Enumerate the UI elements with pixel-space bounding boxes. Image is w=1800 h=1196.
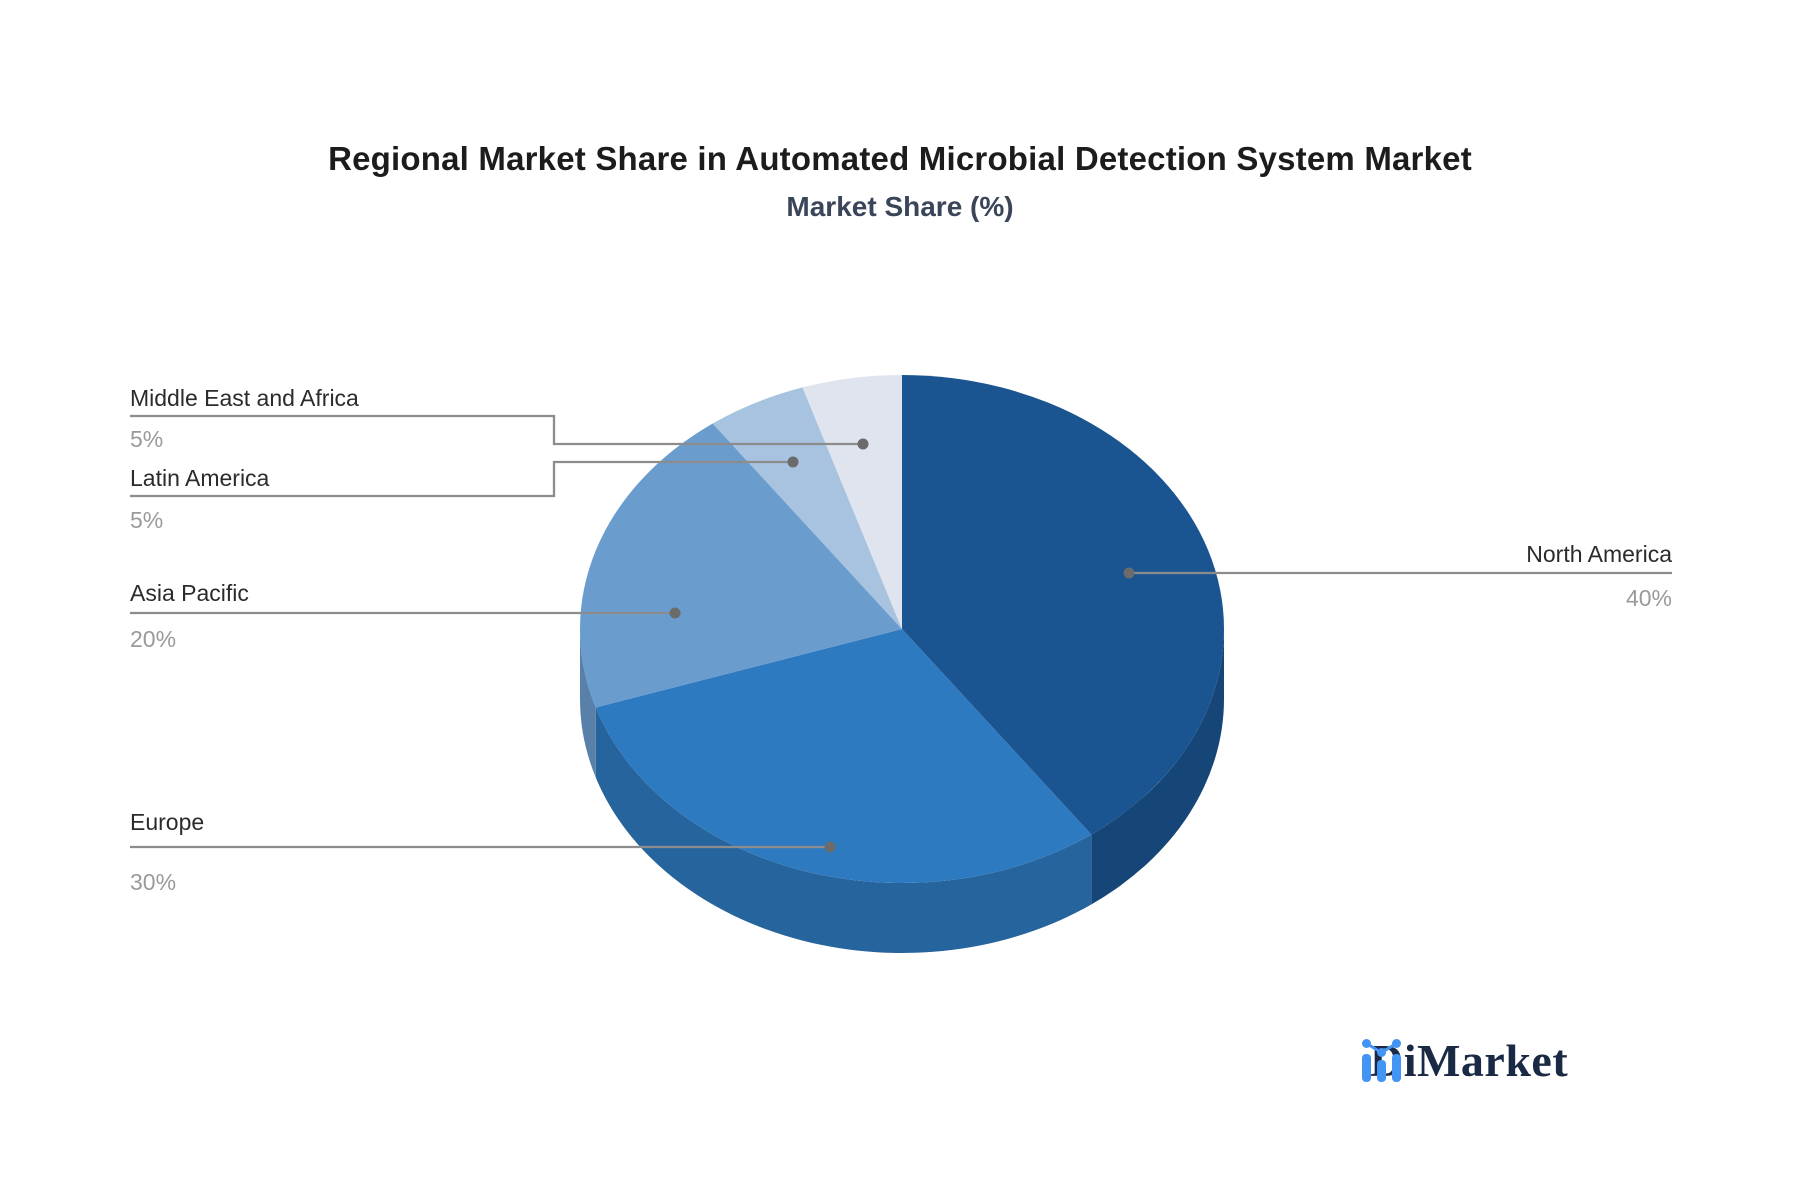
callout-latin-america: Latin America 5% [130, 456, 799, 533]
slice-label: Middle East and Africa [130, 385, 359, 411]
logo-bar [1377, 1060, 1386, 1082]
slice-percent: 5% [130, 426, 163, 452]
bar-line-chart-icon [1362, 1039, 1401, 1082]
slice-label: Europe [130, 809, 204, 835]
callout-middle-east-africa: Middle East and Africa 5% [130, 385, 869, 452]
callout-asia-pacific: Asia Pacific 20% [130, 580, 681, 652]
pie-wall-1 [595, 707, 1092, 954]
callout-dot [857, 438, 869, 450]
callout-north-america: North America 40% [1123, 541, 1672, 611]
pie-wall-2 [580, 629, 596, 778]
slice-percent: 20% [130, 626, 176, 652]
slice-label: North America [1526, 541, 1672, 567]
pie-wall-0 [1091, 629, 1224, 905]
pie-slice-europe [595, 629, 1092, 884]
slice-percent: 5% [130, 507, 163, 533]
callout-dot [824, 841, 836, 853]
logo-line [1365, 1042, 1398, 1055]
callout-dot [669, 607, 681, 619]
pie-slice-asia-pacific [579, 423, 902, 708]
pie-slices [579, 375, 1225, 884]
chart-title: Regional Market Share in Automated Micro… [328, 140, 1472, 177]
callout-line [130, 460, 793, 498]
chart-subtitle: Market Share (%) [786, 191, 1014, 222]
logo-text: DiMarket [1370, 1035, 1569, 1086]
pie-slice-latin-america [712, 387, 902, 629]
pie-slice-middle-east-and-africa [802, 375, 902, 629]
slice-percent: 30% [130, 869, 176, 895]
callout-dot [787, 456, 799, 468]
dimarket-logo: DiMarket [1358, 1038, 1568, 1084]
callout-line [130, 414, 863, 446]
logo-bar [1362, 1054, 1371, 1082]
pie-3d-walls [580, 629, 1224, 954]
slice-label: Latin America [130, 465, 270, 491]
pie-slice-north-america [902, 375, 1225, 835]
callout-dot [1123, 567, 1135, 579]
callout-europe: Europe 30% [130, 809, 836, 895]
logo-bar [1392, 1054, 1401, 1082]
slice-label: Asia Pacific [130, 580, 249, 606]
slice-percent: 40% [1626, 585, 1672, 611]
